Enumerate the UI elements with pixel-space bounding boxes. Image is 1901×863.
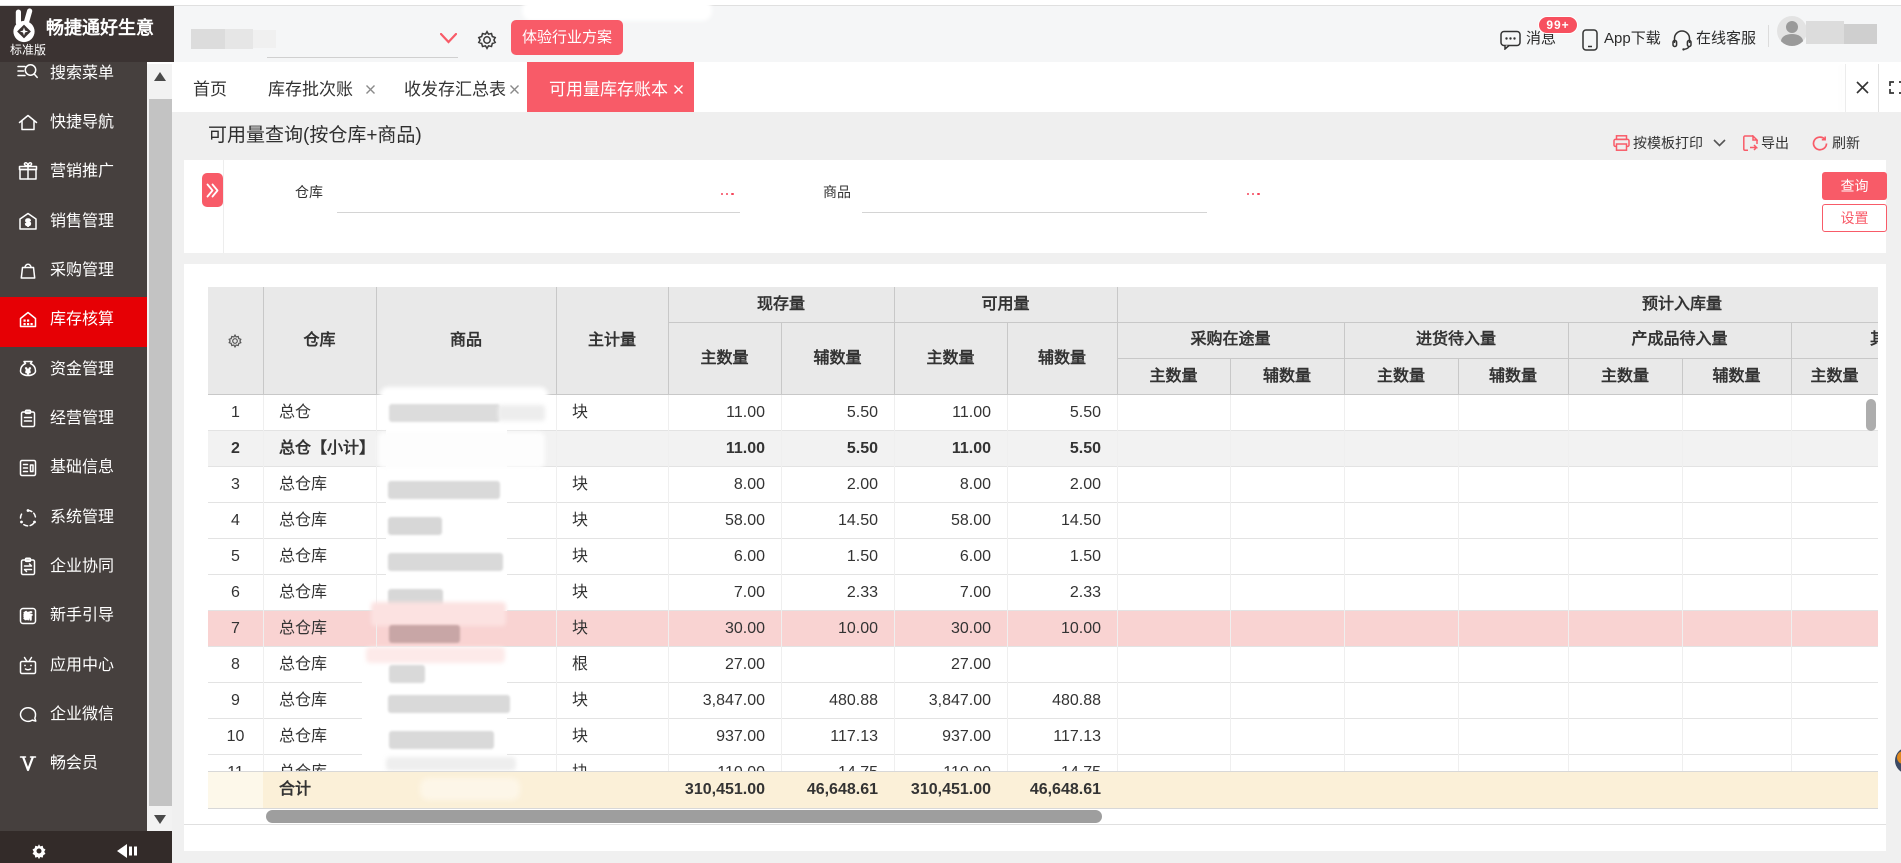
svg-text:新: 新 xyxy=(24,611,33,621)
svg-text:¥: ¥ xyxy=(25,366,31,376)
svg-text:$: $ xyxy=(25,218,30,228)
